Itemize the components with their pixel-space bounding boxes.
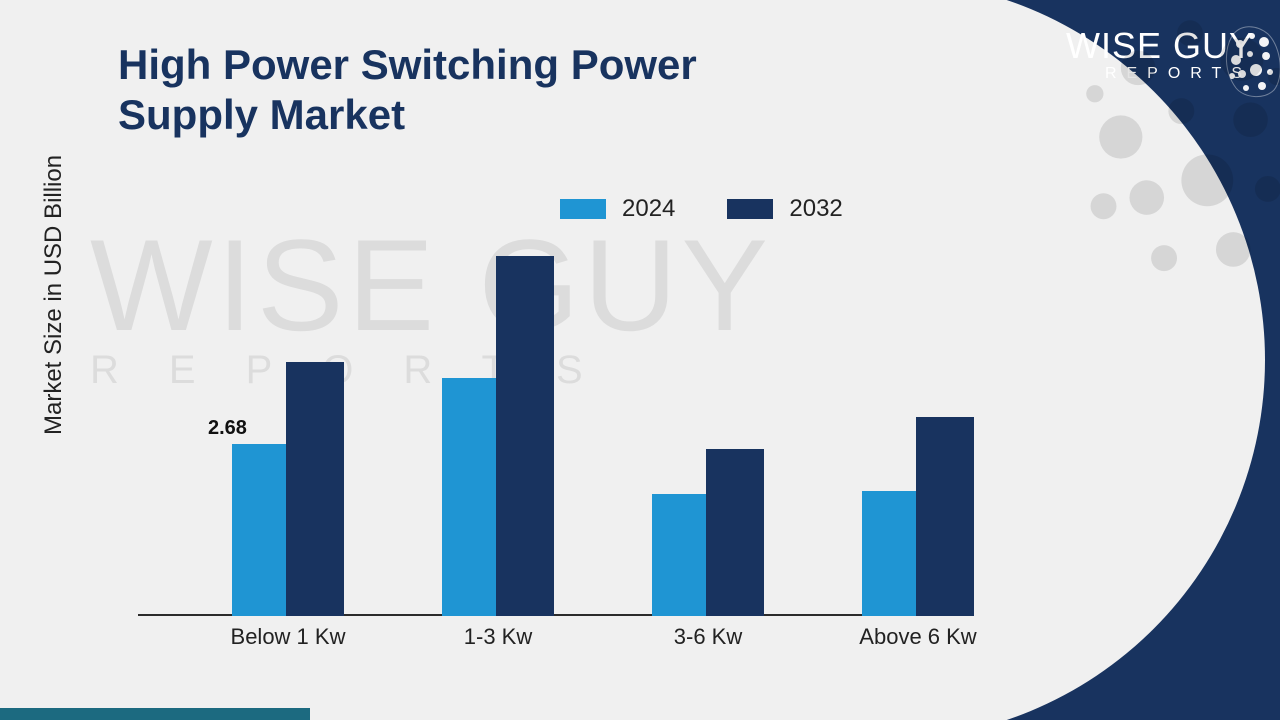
bar-2032 [916, 417, 974, 616]
bar-2032 [706, 449, 764, 616]
category-label: Above 6 Kw [859, 624, 976, 650]
bar-2024 [232, 444, 290, 616]
watermark-head-icon [1060, 0, 1280, 310]
category-label: Below 1 Kw [231, 624, 346, 650]
bar-2032 [496, 256, 554, 616]
bar-2024 [862, 491, 920, 616]
value-label: 2.68 [208, 417, 247, 440]
category-label: 1-3 Kw [464, 624, 532, 650]
bar-2024 [442, 378, 500, 616]
market-chart: Market Size in USD Billion Below 1 Kw1-3… [60, 200, 950, 670]
bar-2024 [652, 494, 710, 616]
y-axis-label: Market Size in USD Billion [40, 155, 68, 435]
bottom-accent-bar [0, 708, 310, 720]
category-label: 3-6 Kw [674, 624, 742, 650]
plot-area: Below 1 Kw1-3 Kw3-6 KwAbove 6 Kw2.68 [138, 230, 950, 616]
bar-2032 [286, 362, 344, 616]
page-title: High Power Switching Power Supply Market [118, 40, 838, 139]
